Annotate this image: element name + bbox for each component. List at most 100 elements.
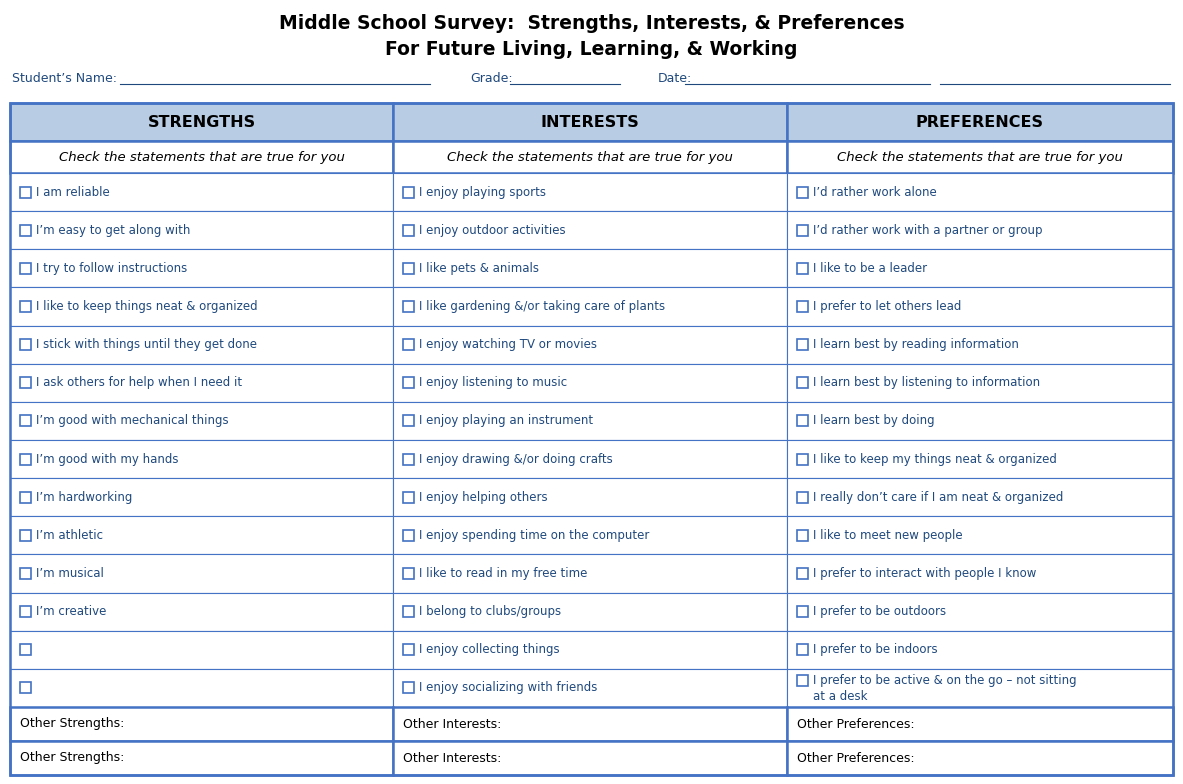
Bar: [787, 669, 1174, 707]
Bar: [20, 263, 32, 274]
Text: I am reliable: I am reliable: [37, 186, 110, 198]
Bar: [9, 211, 393, 249]
Bar: [9, 364, 393, 402]
Text: I’m good with my hands: I’m good with my hands: [37, 452, 179, 466]
Text: Date:: Date:: [658, 72, 692, 85]
Bar: [393, 554, 787, 593]
Bar: [9, 141, 393, 173]
Bar: [403, 530, 414, 541]
Text: I ask others for help when I need it: I ask others for help when I need it: [37, 376, 243, 390]
Text: I like to keep my things neat & organized: I like to keep my things neat & organize…: [814, 452, 1058, 466]
Text: STRENGTHS: STRENGTHS: [148, 114, 256, 129]
Bar: [9, 741, 393, 775]
Bar: [393, 440, 787, 478]
Text: I like gardening &/or taking care of plants: I like gardening &/or taking care of pla…: [420, 300, 666, 313]
Bar: [9, 630, 393, 669]
Text: I learn best by doing: I learn best by doing: [814, 415, 935, 427]
Bar: [787, 741, 1174, 775]
Bar: [9, 173, 393, 211]
Bar: [9, 288, 393, 325]
Bar: [393, 141, 787, 173]
Bar: [403, 682, 414, 693]
Bar: [20, 339, 32, 350]
Bar: [393, 707, 787, 741]
Text: I prefer to be active & on the go – not sitting: I prefer to be active & on the go – not …: [814, 674, 1078, 688]
Bar: [797, 492, 808, 503]
Bar: [797, 416, 808, 426]
Text: I’m hardworking: I’m hardworking: [37, 491, 132, 503]
Text: I’m athletic: I’m athletic: [37, 529, 103, 542]
Bar: [787, 325, 1174, 364]
Bar: [787, 630, 1174, 669]
Text: For Future Living, Learning, & Working: For Future Living, Learning, & Working: [386, 40, 797, 59]
Text: I’d rather work with a partner or group: I’d rather work with a partner or group: [814, 223, 1043, 237]
Bar: [787, 173, 1174, 211]
Bar: [393, 288, 787, 325]
Bar: [20, 568, 32, 579]
Text: I enjoy spending time on the computer: I enjoy spending time on the computer: [420, 529, 649, 542]
Text: I learn best by listening to information: I learn best by listening to information: [814, 376, 1041, 390]
Bar: [403, 492, 414, 503]
Bar: [20, 225, 32, 236]
Bar: [393, 364, 787, 402]
Bar: [20, 187, 32, 198]
Text: I belong to clubs/groups: I belong to clubs/groups: [420, 605, 562, 618]
Bar: [20, 301, 32, 312]
Bar: [393, 402, 787, 440]
Text: I like to be a leader: I like to be a leader: [814, 262, 927, 275]
Bar: [797, 454, 808, 465]
Bar: [393, 741, 787, 775]
Bar: [787, 707, 1174, 741]
Bar: [393, 249, 787, 288]
Text: Other Strengths:: Other Strengths:: [20, 752, 124, 764]
Text: at a desk: at a desk: [814, 691, 868, 703]
Bar: [9, 554, 393, 593]
Bar: [393, 103, 787, 141]
Text: PREFERENCES: PREFERENCES: [916, 114, 1045, 129]
Bar: [9, 669, 393, 707]
Bar: [20, 606, 32, 617]
Text: I prefer to be indoors: I prefer to be indoors: [814, 644, 938, 656]
Text: Student’s Name:: Student’s Name:: [12, 72, 117, 85]
Bar: [403, 454, 414, 465]
Text: I’m musical: I’m musical: [37, 567, 104, 580]
Text: I like to read in my free time: I like to read in my free time: [420, 567, 588, 580]
Bar: [403, 263, 414, 274]
Bar: [20, 682, 32, 693]
Bar: [20, 416, 32, 426]
Text: INTERESTS: INTERESTS: [541, 114, 639, 129]
Bar: [403, 416, 414, 426]
Text: I enjoy drawing &/or doing crafts: I enjoy drawing &/or doing crafts: [420, 452, 613, 466]
Text: Middle School Survey:  Strengths, Interests, & Preferences: Middle School Survey: Strengths, Interes…: [279, 14, 904, 33]
Text: Other Interests:: Other Interests:: [403, 717, 502, 731]
Bar: [797, 644, 808, 655]
Text: Other Preferences:: Other Preferences:: [797, 717, 914, 731]
Bar: [787, 402, 1174, 440]
Text: I enjoy outdoor activities: I enjoy outdoor activities: [420, 223, 567, 237]
Text: I’m creative: I’m creative: [37, 605, 106, 618]
Bar: [393, 630, 787, 669]
Bar: [787, 103, 1174, 141]
Bar: [9, 517, 393, 554]
Bar: [403, 225, 414, 236]
Bar: [393, 173, 787, 211]
Bar: [787, 517, 1174, 554]
Bar: [20, 530, 32, 541]
Text: I like to keep things neat & organized: I like to keep things neat & organized: [37, 300, 258, 313]
Bar: [20, 492, 32, 503]
Bar: [9, 593, 393, 630]
Bar: [787, 440, 1174, 478]
Bar: [9, 707, 393, 741]
Bar: [797, 225, 808, 236]
Bar: [403, 187, 414, 198]
Bar: [403, 377, 414, 388]
Text: I enjoy playing an instrument: I enjoy playing an instrument: [420, 415, 594, 427]
Text: I prefer to be outdoors: I prefer to be outdoors: [814, 605, 946, 618]
Text: I’m good with mechanical things: I’m good with mechanical things: [37, 415, 230, 427]
Bar: [797, 339, 808, 350]
Bar: [797, 606, 808, 617]
Text: Grade:: Grade:: [470, 72, 512, 85]
Bar: [9, 402, 393, 440]
Text: I stick with things until they get done: I stick with things until they get done: [37, 338, 258, 351]
Bar: [393, 325, 787, 364]
